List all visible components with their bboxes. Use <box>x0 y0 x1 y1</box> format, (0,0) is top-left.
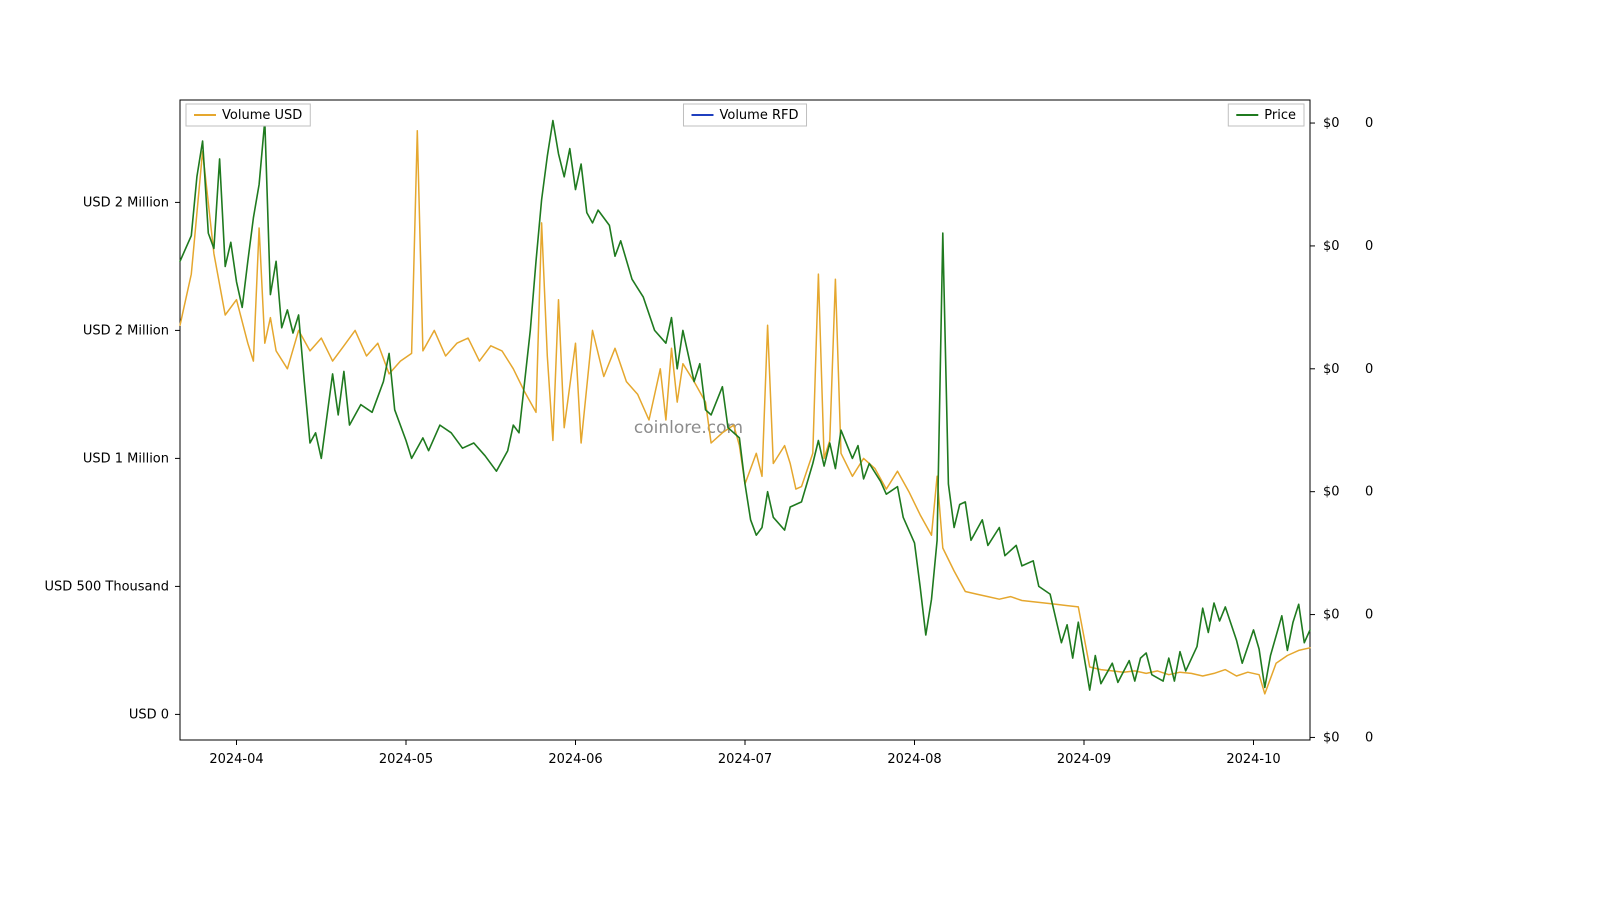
x-tick-label: 2024-07 <box>718 752 772 767</box>
y-right1-tick-label: $0 <box>1323 608 1340 623</box>
chart-container: USD 0 USD 500 Thousand USD 1 Million USD 2 … <box>0 0 1600 900</box>
x-tick-label: 2024-05 <box>379 752 433 767</box>
price-volume-chart: USD 0 USD 500 Thousand USD 1 Million USD 2 … <box>0 0 1600 900</box>
y-left-tick-label: USD 2 Million <box>83 195 169 210</box>
y-right1-tick-label: $0 <box>1323 362 1340 377</box>
y-right2-tick-label: 0 <box>1365 239 1373 254</box>
y-right1-tick-label: $0 <box>1323 116 1340 131</box>
y-left-tick-label: USD 2 Million <box>83 323 169 338</box>
y-right1-tick-label: $0 <box>1323 239 1340 254</box>
y-right2-tick-label: 0 <box>1365 362 1373 377</box>
x-tick-label: 2024-04 <box>209 752 263 767</box>
y-right2-tick-label: 0 <box>1365 485 1373 500</box>
series-volume-usd <box>180 131 1310 694</box>
y-left-tick-label: USD 1 Million <box>83 451 169 466</box>
y-right2-tick-label: 0 <box>1365 608 1373 623</box>
series-price <box>180 121 1310 691</box>
y-right1-tick-label: $0 <box>1323 730 1340 745</box>
y-left-tick-label: USD 500 Thousand <box>45 579 169 594</box>
y-right2-tick-label: 0 <box>1365 116 1373 131</box>
legend-label: Volume USD <box>222 108 302 123</box>
y-left-tick-label: USD 0 <box>129 707 169 722</box>
x-tick-label: 2024-08 <box>887 752 941 767</box>
x-tick-label: 2024-10 <box>1226 752 1280 767</box>
legend-label: Price <box>1264 108 1296 123</box>
x-tick-label: 2024-09 <box>1057 752 1111 767</box>
y-right2-tick-label: 0 <box>1365 730 1373 745</box>
legend-label: Volume RFD <box>719 108 798 123</box>
y-right1-tick-label: $0 <box>1323 485 1340 500</box>
x-tick-label: 2024-06 <box>548 752 602 767</box>
